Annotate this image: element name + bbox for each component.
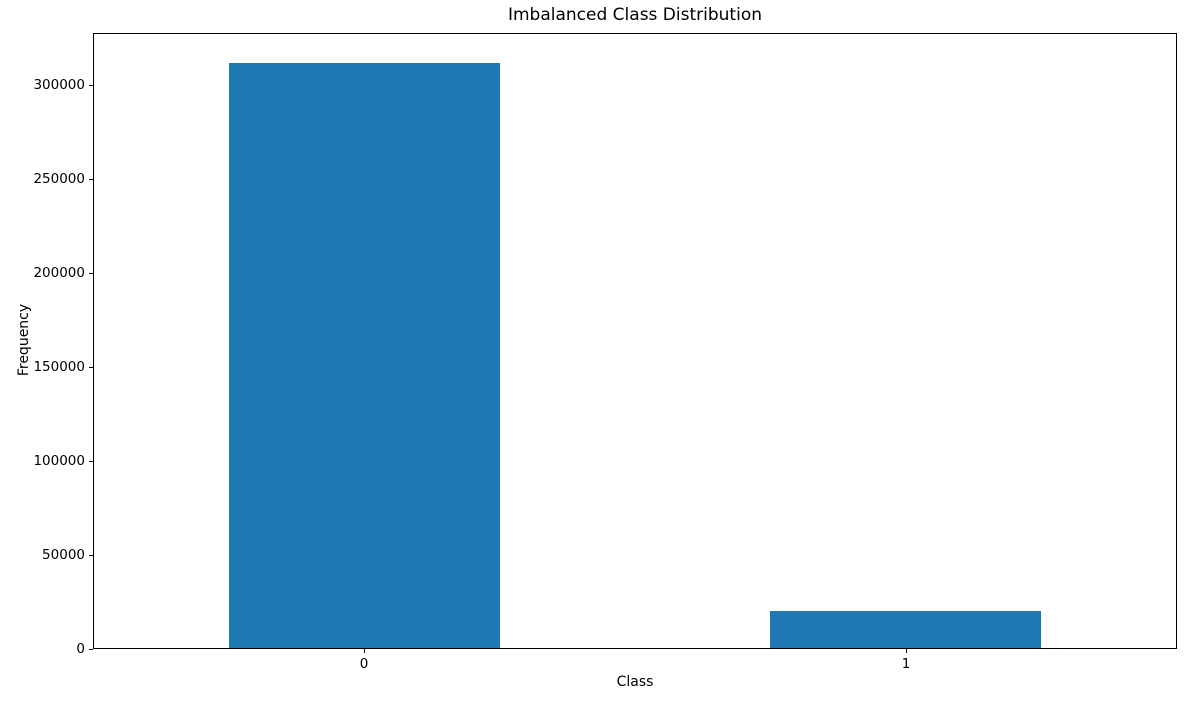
bar-class-0 [229, 63, 500, 648]
y-tick-mark [89, 649, 93, 650]
y-tick-label: 300000 [33, 77, 85, 93]
chart-title: Imbalanced Class Distribution [507, 5, 762, 25]
y-tick-mark [89, 367, 93, 368]
y-tick-mark [89, 273, 93, 274]
x-tick-label: 1 [901, 656, 911, 672]
y-tick-mark [89, 85, 93, 86]
y-tick-label: 200000 [33, 265, 85, 281]
plot-area [93, 33, 1177, 649]
y-tick-label: 250000 [33, 171, 85, 187]
y-tick-mark [89, 461, 93, 462]
y-tick-label: 100000 [33, 453, 85, 469]
x-axis-label: Class [616, 674, 654, 690]
y-tick-mark [89, 555, 93, 556]
y-tick-label: 150000 [33, 359, 85, 375]
y-tick-mark [89, 179, 93, 180]
x-tick-mark [364, 649, 365, 653]
bar-class-1 [770, 610, 1041, 648]
y-tick-label: 0 [76, 641, 85, 657]
y-tick-label: 50000 [42, 547, 85, 563]
x-tick-label: 0 [359, 656, 369, 672]
x-tick-mark [906, 649, 907, 653]
